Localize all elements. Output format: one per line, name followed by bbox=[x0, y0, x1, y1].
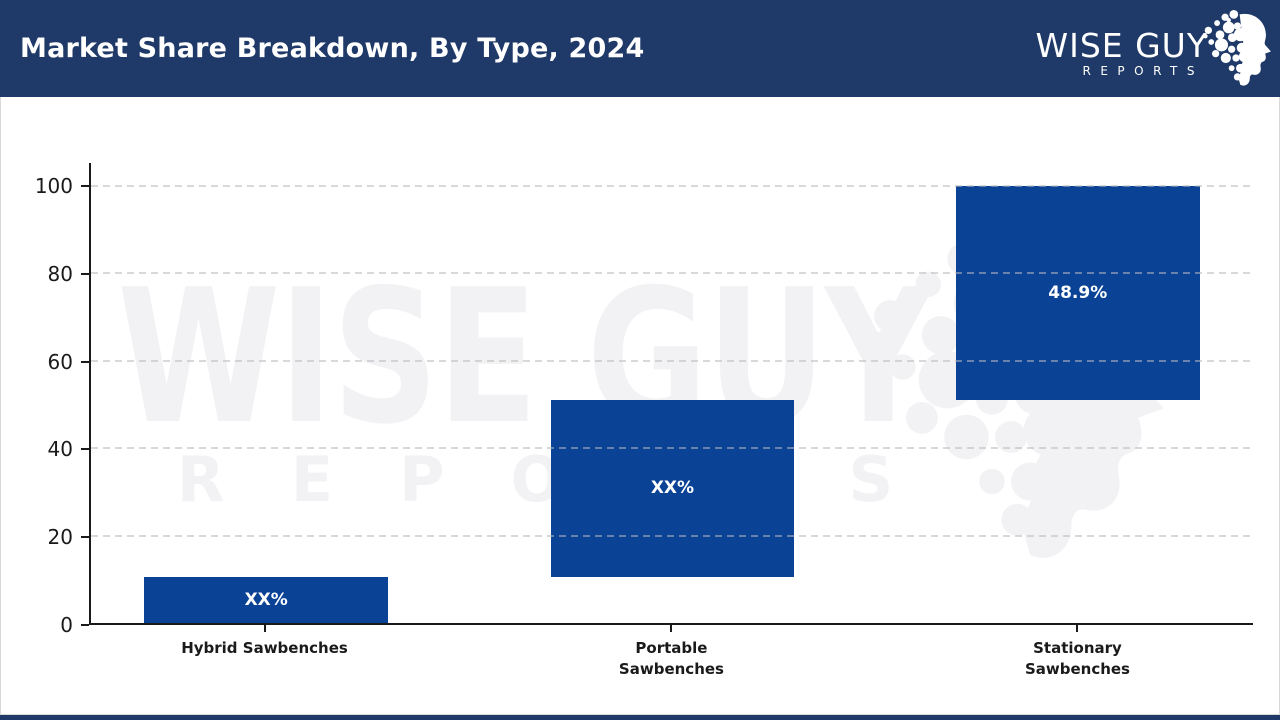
gridline-y-20 bbox=[91, 534, 1253, 537]
y-tick-label-80: 80 bbox=[47, 261, 73, 286]
y-tick-mark-20 bbox=[81, 536, 89, 539]
gridline-y-100 bbox=[91, 184, 1253, 187]
y-tick-label-20: 20 bbox=[47, 525, 73, 550]
y-tick-mark-100 bbox=[81, 184, 89, 187]
x-axis: Hybrid Sawbenches Portable Sawbenches Stati… bbox=[89, 625, 1253, 695]
watermark-wordmark: WISE GUY bbox=[117, 249, 932, 465]
y-tick-mark-40 bbox=[81, 448, 89, 451]
bar-stationary-sawbenches: 48.9% bbox=[955, 185, 1200, 400]
x-tick-mark-hybrid-sawbenches bbox=[263, 625, 266, 632]
y-tick-label-0: 0 bbox=[60, 613, 73, 637]
y-axis: 0 20 40 60 80 100 bbox=[1, 163, 89, 635]
page-title: Market Share Breakdown, By Type, 2024 bbox=[20, 33, 645, 64]
bar-value-label-hybrid-sawbenches: XX% bbox=[244, 589, 288, 610]
header-bar: Market Share Breakdown, By Type, 2024 WI… bbox=[0, 0, 1280, 97]
y-tick-label-60: 60 bbox=[47, 349, 73, 374]
bar-value-label-portable-sawbenches: XX% bbox=[650, 478, 695, 499]
x-tick-label-hybrid-sawbenches: Hybrid Sawbenches bbox=[181, 639, 348, 657]
bar-hybrid-sawbenches: XX% bbox=[144, 576, 388, 623]
plot-area: XX% XX% 48.9% bbox=[89, 163, 1253, 625]
x-tick-label-stationary-sawbenches: Stationary Sawbenches bbox=[1024, 639, 1130, 678]
dotted-face-icon bbox=[1203, 10, 1271, 86]
footer-bar bbox=[0, 715, 1280, 720]
logo-subtitle: REPORTS bbox=[1082, 64, 1204, 78]
y-tick-label-100: 100 bbox=[34, 173, 73, 198]
y-tick-mark-80 bbox=[81, 272, 89, 275]
logo-wordmark: WISE GUY bbox=[1035, 26, 1208, 65]
gridline-y-40 bbox=[91, 447, 1253, 450]
y-tick-mark-60 bbox=[81, 360, 89, 363]
gridline-y-60 bbox=[91, 359, 1253, 362]
y-tick-label-40: 40 bbox=[47, 437, 73, 462]
wise-guy-reports-logo: WISE GUY REPORTS bbox=[1034, 4, 1274, 94]
y-tick-mark-0 bbox=[81, 624, 89, 626]
x-tick-mark-stationary-sawbenches bbox=[1076, 625, 1079, 632]
gridline-y-80 bbox=[91, 272, 1253, 275]
bar-value-label-stationary-sawbenches: 48.9% bbox=[1048, 282, 1108, 303]
bar-portable-sawbenches: XX% bbox=[550, 399, 795, 577]
x-tick-mark-portable-sawbenches bbox=[670, 625, 673, 632]
x-tick-label-portable-sawbenches: Portable Sawbenches bbox=[618, 639, 724, 678]
